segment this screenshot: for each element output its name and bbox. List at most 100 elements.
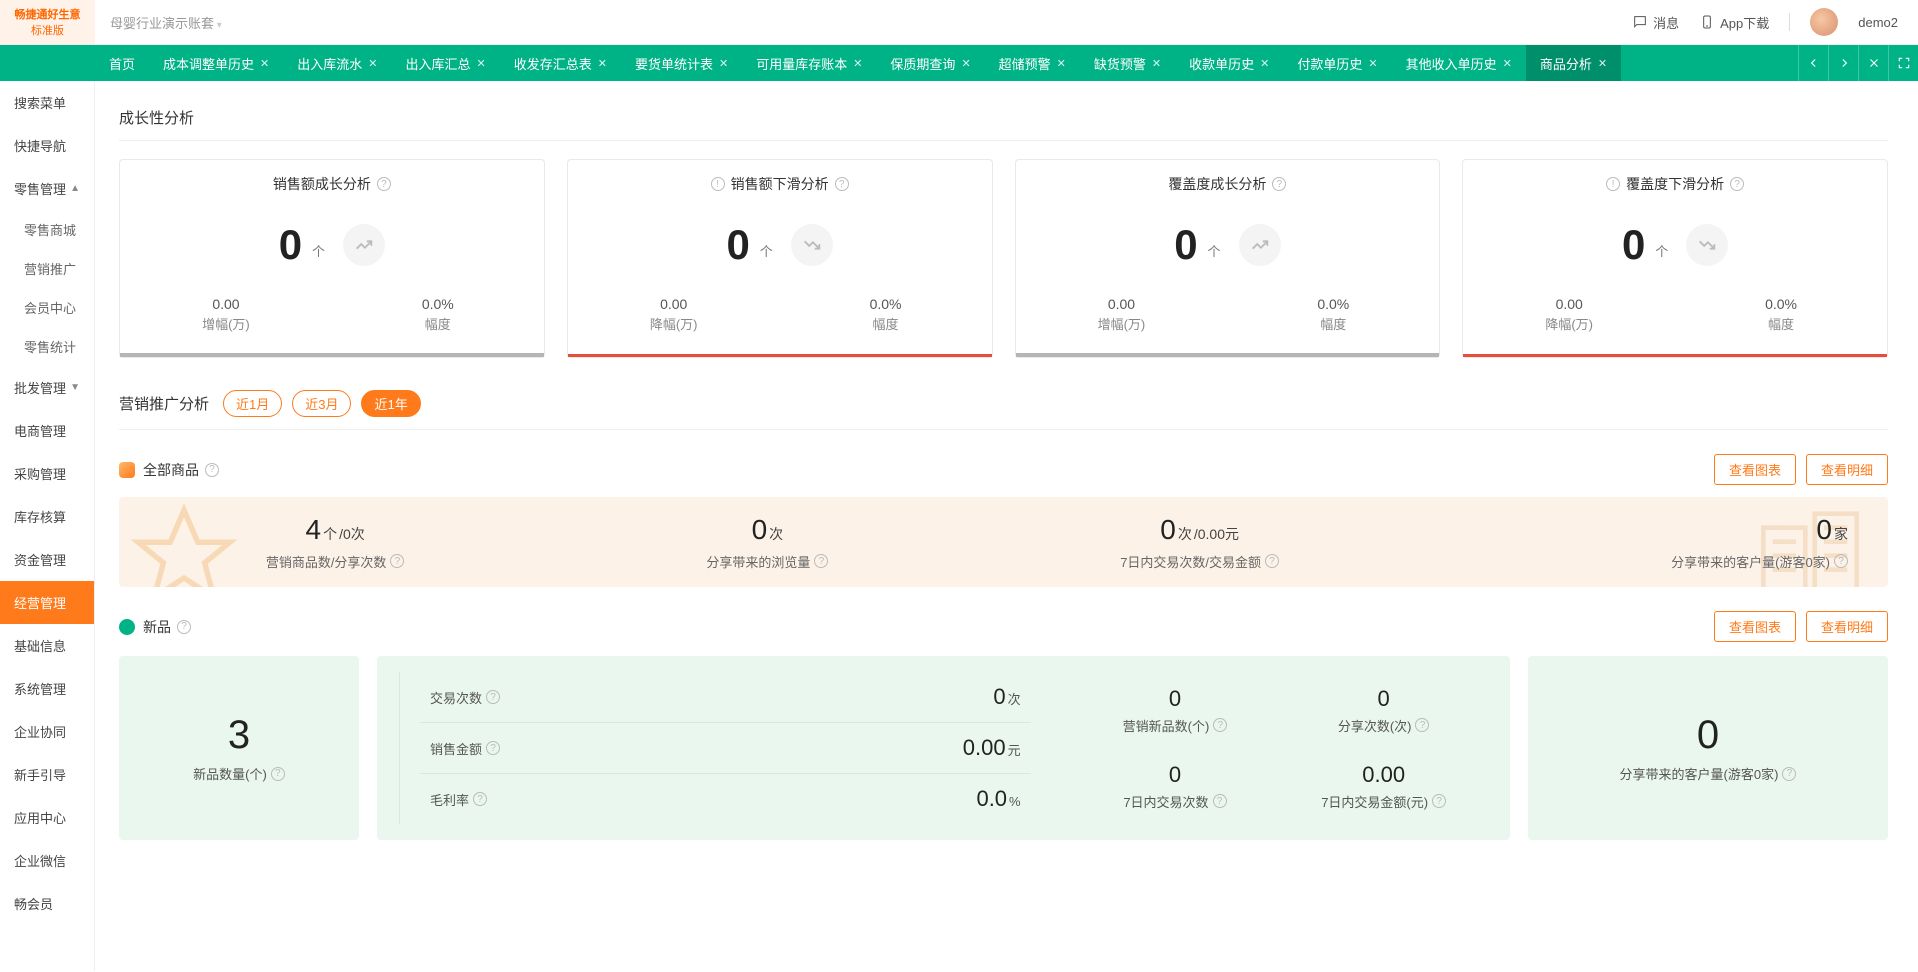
sidebar-item[interactable]: 系统管理 bbox=[0, 667, 94, 710]
info-icon[interactable]: ? bbox=[177, 620, 191, 634]
growth-card-value: 0 bbox=[726, 224, 749, 266]
sidebar-item[interactable]: 企业协同 bbox=[0, 710, 94, 753]
sidebar-item[interactable]: 经营管理 bbox=[0, 581, 94, 624]
view-detail-button[interactable]: 查看明细 bbox=[1806, 611, 1888, 642]
all-goods-cell: 0次分享带来的浏览量 ? bbox=[551, 497, 983, 587]
messages-link[interactable]: 消息 bbox=[1632, 13, 1679, 32]
tab-scroll-right[interactable] bbox=[1828, 45, 1858, 81]
sidebar-sub-item[interactable]: 零售商城 bbox=[0, 210, 94, 249]
view-chart-button[interactable]: 查看图表 bbox=[1714, 611, 1796, 642]
info-icon[interactable]: ? bbox=[1213, 718, 1227, 732]
tab[interactable]: 出入库流水✕ bbox=[283, 45, 391, 81]
account-selector[interactable]: 母婴行业演示账套 bbox=[110, 13, 1632, 32]
close-icon[interactable]: ✕ bbox=[961, 57, 970, 70]
sidebar-item[interactable]: 资金管理 bbox=[0, 538, 94, 581]
close-icon[interactable]: ✕ bbox=[1368, 57, 1377, 70]
close-icon[interactable]: ✕ bbox=[368, 57, 377, 70]
growth-card[interactable]: 销售额成长分析?0个0.00增幅(万)0.0%幅度 bbox=[119, 159, 545, 358]
info-icon[interactable]: ? bbox=[271, 767, 285, 781]
close-icon[interactable]: ✕ bbox=[1057, 57, 1066, 70]
tab[interactable]: 成本调整单历史✕ bbox=[149, 45, 283, 81]
tab[interactable]: 首页 bbox=[95, 45, 149, 81]
info-icon[interactable]: ? bbox=[1834, 554, 1848, 568]
tab[interactable]: 缺货预警✕ bbox=[1080, 45, 1175, 81]
info-icon[interactable]: ? bbox=[1272, 177, 1286, 191]
sidebar-item[interactable]: 快捷导航 bbox=[0, 124, 94, 167]
close-icon[interactable]: ✕ bbox=[260, 57, 269, 70]
tab[interactable]: 收发存汇总表✕ bbox=[500, 45, 621, 81]
tab[interactable]: 商品分析✕ bbox=[1526, 45, 1621, 81]
tab[interactable]: 其他收入单历史✕ bbox=[1392, 45, 1526, 81]
sidebar-item[interactable]: 零售管理▲ bbox=[0, 167, 94, 210]
info-icon[interactable]: ? bbox=[1782, 767, 1796, 781]
sidebar-item[interactable]: 搜索菜单 bbox=[0, 81, 94, 124]
info-icon[interactable]: ? bbox=[1432, 794, 1446, 808]
kv-row: 毛利率 ?0.0% bbox=[420, 774, 1031, 824]
info-icon[interactable]: ? bbox=[473, 792, 487, 806]
sidebar-item[interactable]: 企业微信 bbox=[0, 839, 94, 882]
sidebar-sub-item[interactable]: 营销推广 bbox=[0, 249, 94, 288]
tab-scroll-left[interactable] bbox=[1798, 45, 1828, 81]
growth-card-title: !销售额下滑分析? bbox=[568, 174, 992, 194]
info-icon[interactable]: ? bbox=[377, 177, 391, 191]
app-download-link[interactable]: App下载 bbox=[1699, 13, 1769, 32]
period-pill[interactable]: 近1年 bbox=[361, 390, 420, 417]
avatar[interactable] bbox=[1810, 8, 1838, 36]
close-icon[interactable]: ✕ bbox=[719, 57, 728, 70]
info-icon[interactable]: ? bbox=[486, 741, 500, 755]
view-chart-button[interactable]: 查看图表 bbox=[1714, 454, 1796, 485]
close-icon[interactable]: ✕ bbox=[1260, 57, 1269, 70]
view-detail-button[interactable]: 查看明细 bbox=[1806, 454, 1888, 485]
grid-cell: 07日内交易次数 ? bbox=[1071, 748, 1280, 824]
info-icon[interactable]: ? bbox=[1730, 177, 1744, 191]
info-icon[interactable]: ? bbox=[486, 690, 500, 704]
tab[interactable]: 保质期查询✕ bbox=[876, 45, 984, 81]
sidebar-item[interactable]: 库存核算 bbox=[0, 495, 94, 538]
growth-card-foot: 0.00增幅(万)0.0%幅度 bbox=[120, 286, 544, 357]
tab[interactable]: 超储预警✕ bbox=[985, 45, 1080, 81]
info-icon[interactable]: ? bbox=[835, 177, 849, 191]
tab[interactable]: 可用量库存账本✕ bbox=[742, 45, 876, 81]
close-icon[interactable]: ✕ bbox=[1598, 57, 1607, 70]
warning-icon: ! bbox=[1606, 177, 1620, 191]
tab[interactable]: 要货单统计表✕ bbox=[621, 45, 742, 81]
sidebar-item[interactable]: 新手引导 bbox=[0, 753, 94, 796]
sidebar-sub-item[interactable]: 会员中心 bbox=[0, 288, 94, 327]
metric-value: 0.00 bbox=[1463, 296, 1675, 312]
sidebar-item-label: 基础信息 bbox=[14, 636, 66, 655]
tab[interactable]: 付款单历史✕ bbox=[1283, 45, 1391, 81]
close-icon[interactable]: ✕ bbox=[1503, 57, 1512, 70]
fullscreen-toggle[interactable] bbox=[1888, 45, 1918, 81]
info-icon[interactable]: ? bbox=[814, 554, 828, 568]
metric-value: 0.0% bbox=[332, 296, 544, 312]
close-icon[interactable]: ✕ bbox=[1152, 57, 1161, 70]
info-icon[interactable]: ? bbox=[390, 554, 404, 568]
new-goods-customer-label: 分享带来的客户量(游客0家)? bbox=[1620, 764, 1797, 783]
tab[interactable]: 收款单历史✕ bbox=[1175, 45, 1283, 81]
tab-close-all[interactable] bbox=[1858, 45, 1888, 81]
user-name[interactable]: demo2 bbox=[1858, 15, 1898, 30]
sidebar-item[interactable]: 电商管理 bbox=[0, 409, 94, 452]
sidebar-item[interactable]: 应用中心 bbox=[0, 796, 94, 839]
info-icon[interactable]: ? bbox=[1265, 554, 1279, 568]
info-icon[interactable]: ? bbox=[205, 463, 219, 477]
close-icon[interactable]: ✕ bbox=[477, 57, 486, 70]
growth-card[interactable]: !销售额下滑分析?0个0.00降幅(万)0.0%幅度 bbox=[567, 159, 993, 358]
cell-desc: 分享带来的客户量(游客0家) ? bbox=[1671, 552, 1848, 571]
growth-card[interactable]: 覆盖度成长分析?0个0.00增幅(万)0.0%幅度 bbox=[1015, 159, 1441, 358]
sidebar-item[interactable]: 批发管理▼ bbox=[0, 366, 94, 409]
growth-card[interactable]: !覆盖度下滑分析?0个0.00降幅(万)0.0%幅度 bbox=[1462, 159, 1888, 358]
period-pill[interactable]: 近3月 bbox=[292, 390, 351, 417]
sidebar-item-label: 采购管理 bbox=[14, 464, 66, 483]
info-icon[interactable]: ? bbox=[1415, 718, 1429, 732]
period-pill[interactable]: 近1月 bbox=[223, 390, 282, 417]
all-goods-cell: 0次/0.00元7日内交易次数/交易金额 ? bbox=[984, 497, 1416, 587]
tab[interactable]: 出入库汇总✕ bbox=[391, 45, 499, 81]
close-icon[interactable]: ✕ bbox=[598, 57, 607, 70]
sidebar-item[interactable]: 基础信息 bbox=[0, 624, 94, 667]
sidebar-sub-item[interactable]: 零售统计 bbox=[0, 327, 94, 366]
close-icon[interactable]: ✕ bbox=[853, 57, 862, 70]
sidebar-item[interactable]: 畅会员 bbox=[0, 882, 94, 925]
sidebar-item[interactable]: 采购管理 bbox=[0, 452, 94, 495]
info-icon[interactable]: ? bbox=[1213, 794, 1227, 808]
